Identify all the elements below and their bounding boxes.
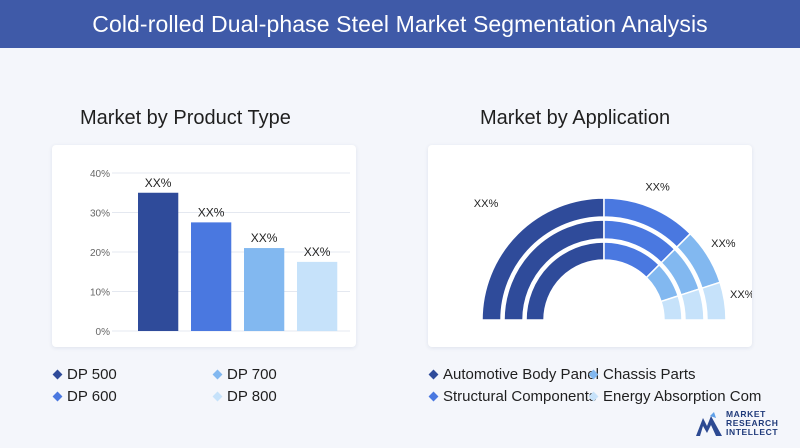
y-tick-label: 0% [96,327,111,338]
logo-line: INTELLECT [726,427,779,437]
legend-marker-icon [52,369,63,380]
legend-item-dp500: DP 500 [52,366,117,383]
bar [191,222,232,331]
logo-line: MARKET [726,409,766,419]
logo-text: MARKET RESEARCH INTELLECT [726,410,779,437]
bar-data-label: XX% [145,176,172,190]
legend-label: Structural Components [443,388,597,405]
bar-data-label: XX% [198,205,225,219]
legend-marker-icon [588,391,599,402]
brand-logo: MARKET RESEARCH INTELLECT [696,410,779,437]
donut-data-label: XX% [474,198,499,210]
legend-marker-icon [52,391,63,402]
donut-segment [701,281,727,321]
page-header: Cold-rolled Dual-phase Steel Market Segm… [0,0,800,48]
donut-chart-title: Market by Application [480,107,671,129]
legend-item-energy-absorption: Energy Absorption Com [588,388,762,405]
y-tick-label: 40% [90,169,110,180]
logo-line: RESEARCH [726,418,779,428]
page-title: Cold-rolled Dual-phase Steel Market Segm… [92,10,708,37]
bar-chart-title: Market by Product Type [80,107,291,129]
legend-label: Chassis Parts [603,366,696,383]
legend-label: DP 700 [227,366,277,383]
legend-marker-icon [428,391,439,402]
legend-label: DP 800 [227,388,277,405]
bar-data-label: XX% [251,231,278,245]
bar [297,261,338,331]
donut-data-label: XX% [711,238,736,250]
legend-item-structural-components: Structural Components [428,388,597,405]
legend-label: DP 500 [67,366,117,383]
donut-segment [660,294,683,321]
legend-item-dp600: DP 600 [52,388,117,405]
legend-label: DP 600 [67,388,117,405]
logo-mark-icon [696,411,722,436]
legend-item-chassis-parts: Chassis Parts [588,366,696,383]
donut-data-label: XX% [730,289,752,301]
bar [244,248,285,331]
legend-marker-icon [212,391,223,402]
legend-item-dp800: DP 800 [212,388,277,405]
legend-label: Energy Absorption Com [603,388,762,405]
legend-item-automotive-body-panel: Automotive Body Panel [428,366,599,383]
donut-chart: XX% XX% XX% XX% [474,182,755,321]
bar [138,192,179,331]
y-tick-label: 20% [90,248,110,259]
legend-label: Automotive Body Panel [443,366,599,383]
bar-chart: 0% 10% 20% 30% 40% XX% XX% XX% XX% [90,169,350,338]
bar-data-label: XX% [304,245,331,259]
donut-data-label: XX% [645,182,670,194]
donut-segment [680,288,705,321]
bar-chart-panel: 0% 10% 20% 30% 40% XX% XX% XX% XX% [52,145,356,347]
y-tick-label: 30% [90,209,110,220]
legend-marker-icon [428,369,439,380]
y-tick-label: 10% [90,288,110,299]
legend-marker-icon [212,369,223,380]
donut-chart-panel: XX% XX% XX% XX% [428,145,755,347]
legend-item-dp700: DP 700 [212,366,277,383]
legend-marker-icon [588,369,599,380]
